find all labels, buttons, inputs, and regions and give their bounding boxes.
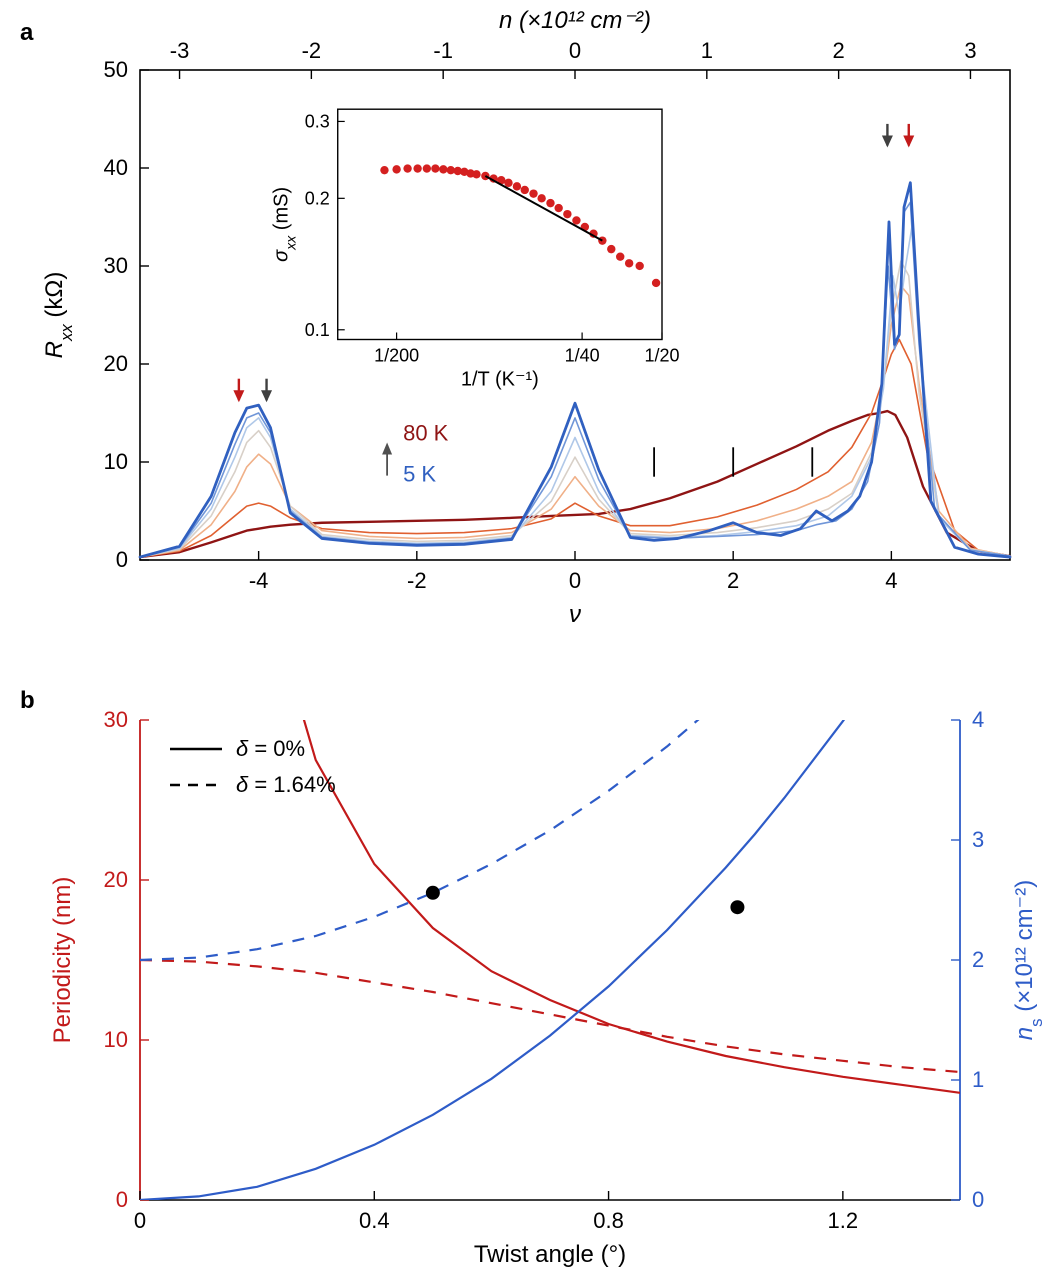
panel-a-xlabel: ν bbox=[569, 601, 581, 628]
figure: a-4-2024-3-2-1012301020304050νn (×10¹² c… bbox=[0, 0, 1048, 1278]
panel-a-xtick: -4 bbox=[249, 568, 269, 593]
inset-point bbox=[513, 182, 521, 190]
inset-point bbox=[431, 164, 439, 172]
panel-a-ylabel: Rxx (kΩ) bbox=[41, 272, 76, 359]
panel-a: a-4-2024-3-2-1012301020304050νn (×10¹² c… bbox=[20, 7, 1010, 628]
panel-b-label: b bbox=[20, 687, 35, 714]
panel-b-xlabel: Twist angle (°) bbox=[474, 1241, 626, 1268]
arrow-head-icon bbox=[261, 390, 272, 402]
panel-a-ytick: 50 bbox=[104, 57, 128, 82]
inset-ytick: 0.3 bbox=[305, 111, 330, 131]
panel-a-top-xtick: 2 bbox=[833, 38, 845, 63]
panel-a-xtick: 0 bbox=[569, 568, 581, 593]
arrow-head-icon bbox=[233, 390, 244, 402]
panel-a-ytick: 40 bbox=[104, 155, 128, 180]
panel-a-ytick: 10 bbox=[104, 449, 128, 474]
panel-b-ylabel-right: ns (×10¹² cm⁻²) bbox=[1011, 880, 1046, 1040]
panel-a-top-xtick: 1 bbox=[701, 38, 713, 63]
inset-point bbox=[546, 199, 554, 207]
inset-point bbox=[607, 245, 615, 253]
red-dashed-curve bbox=[140, 960, 960, 1072]
arrow-head-icon bbox=[882, 135, 893, 147]
panel-b-ytick-left: 10 bbox=[104, 1027, 128, 1052]
inset-point bbox=[563, 210, 571, 218]
inset-point bbox=[635, 262, 643, 270]
data-point bbox=[426, 886, 440, 900]
inset-point bbox=[572, 216, 580, 224]
inset-point bbox=[380, 166, 388, 174]
inset-point bbox=[403, 164, 411, 172]
inset-point bbox=[392, 165, 400, 173]
panel-a-inset: 1/200 1/40 1/20 0.1 0.2 0.3 1/T (K⁻¹) σxx (mS) bbox=[271, 109, 680, 390]
inset-xtick: 1/40 bbox=[565, 346, 600, 366]
panel-b-ytick-left: 0 bbox=[116, 1187, 128, 1212]
panel-a-xtick: 4 bbox=[885, 568, 897, 593]
temp-hi-label: 80 K bbox=[403, 420, 449, 445]
panel-b-ytick-left: 30 bbox=[104, 707, 128, 732]
inset-point bbox=[537, 194, 545, 202]
panel-b-ytick-right: 0 bbox=[972, 1187, 984, 1212]
panel-b-ytick-right: 4 bbox=[972, 707, 984, 732]
inset-ytick: 0.2 bbox=[305, 188, 330, 208]
arrow-head-icon bbox=[382, 442, 392, 454]
panel-a-ytick: 20 bbox=[104, 351, 128, 376]
panel-b-xtick: 0 bbox=[134, 1208, 146, 1233]
inset-xlabel: 1/T (K⁻¹) bbox=[461, 369, 539, 391]
figure-svg: a-4-2024-3-2-1012301020304050νn (×10¹² c… bbox=[0, 0, 1048, 1278]
legend-text: δ = 1.64% bbox=[236, 772, 336, 797]
inset-point bbox=[625, 259, 633, 267]
inset-ytick: 0.1 bbox=[305, 320, 330, 340]
legend-text: δ = 0% bbox=[236, 736, 305, 761]
panel-b-xtick: 0.8 bbox=[593, 1208, 624, 1233]
panel-a-top-xtick: -3 bbox=[170, 38, 190, 63]
panel-b-ytick-right: 1 bbox=[972, 1067, 984, 1092]
panel-a-top-xtick: 3 bbox=[964, 38, 976, 63]
inset-point bbox=[554, 204, 562, 212]
panel-b-ytick-right: 2 bbox=[972, 947, 984, 972]
panel-a-top-xtick: 0 bbox=[569, 38, 581, 63]
panel-b-xtick: 1.2 bbox=[828, 1208, 859, 1233]
panel-b-ytick-left: 20 bbox=[104, 867, 128, 892]
inset-point bbox=[652, 279, 660, 287]
panel-a-xtick: 2 bbox=[727, 568, 739, 593]
inset-xtick: 1/200 bbox=[374, 346, 419, 366]
arrow-head-icon bbox=[903, 135, 914, 147]
panel-b-xtick: 0.4 bbox=[359, 1208, 390, 1233]
inset-point bbox=[413, 164, 421, 172]
inset-point bbox=[616, 253, 624, 261]
inset-point bbox=[439, 165, 447, 173]
panel-a-top-xtick: -2 bbox=[302, 38, 322, 63]
inset-point bbox=[423, 164, 431, 172]
panel-b-ylabel-left: Periodicity (nm) bbox=[49, 877, 76, 1044]
panel-b-ytick-right: 3 bbox=[972, 827, 984, 852]
temp-lo-label: 5 K bbox=[403, 462, 436, 487]
panel-a-ytick: 30 bbox=[104, 253, 128, 278]
panel-a-ytick: 0 bbox=[116, 547, 128, 572]
panel-a-label: a bbox=[20, 19, 34, 46]
blue-dashed-curve bbox=[140, 696, 726, 960]
panel-a-top-xlabel: n (×10¹² cm⁻²) bbox=[499, 7, 651, 34]
inset-ylabel: σxx (mS) bbox=[271, 187, 299, 262]
inset-point bbox=[472, 170, 480, 178]
inset-point bbox=[529, 189, 537, 197]
inset-point bbox=[521, 186, 529, 194]
inset-xtick: 1/20 bbox=[644, 346, 679, 366]
panel-a-xtick: -2 bbox=[407, 568, 427, 593]
panel-a-top-xtick: -1 bbox=[433, 38, 453, 63]
data-point bbox=[730, 900, 744, 914]
inset-point bbox=[504, 179, 512, 187]
